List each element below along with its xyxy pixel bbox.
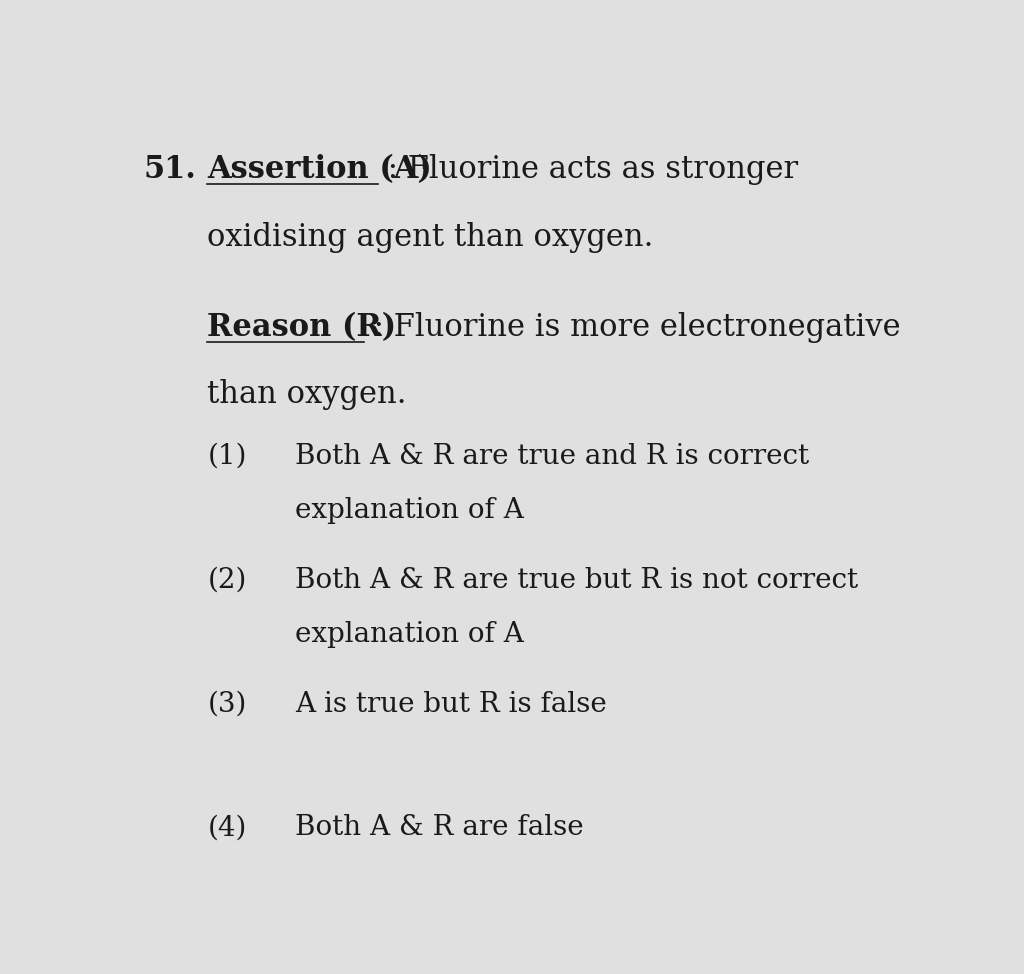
Text: than oxygen.: than oxygen. <box>207 380 407 410</box>
Text: : Fluorine is more electronegative: : Fluorine is more electronegative <box>365 312 901 343</box>
Text: Both A & R are false: Both A & R are false <box>295 814 584 842</box>
Text: (3): (3) <box>207 691 247 718</box>
Text: (1): (1) <box>207 443 247 470</box>
Text: Both A & R are true and R is correct: Both A & R are true and R is correct <box>295 443 809 470</box>
Text: A is true but R is false: A is true but R is false <box>295 691 606 718</box>
Text: Reason (R): Reason (R) <box>207 312 396 343</box>
Text: Assertion (A): Assertion (A) <box>207 154 432 185</box>
Text: : Fluorine acts as stronger: : Fluorine acts as stronger <box>378 154 798 185</box>
Text: explanation of A: explanation of A <box>295 620 523 648</box>
Text: Both A & R are true but R is not correct: Both A & R are true but R is not correct <box>295 567 858 594</box>
Text: oxidising agent than oxygen.: oxidising agent than oxygen. <box>207 222 653 253</box>
Text: (2): (2) <box>207 567 247 594</box>
Text: 51.: 51. <box>143 154 197 185</box>
Text: explanation of A: explanation of A <box>295 497 523 524</box>
Text: (4): (4) <box>207 814 247 842</box>
